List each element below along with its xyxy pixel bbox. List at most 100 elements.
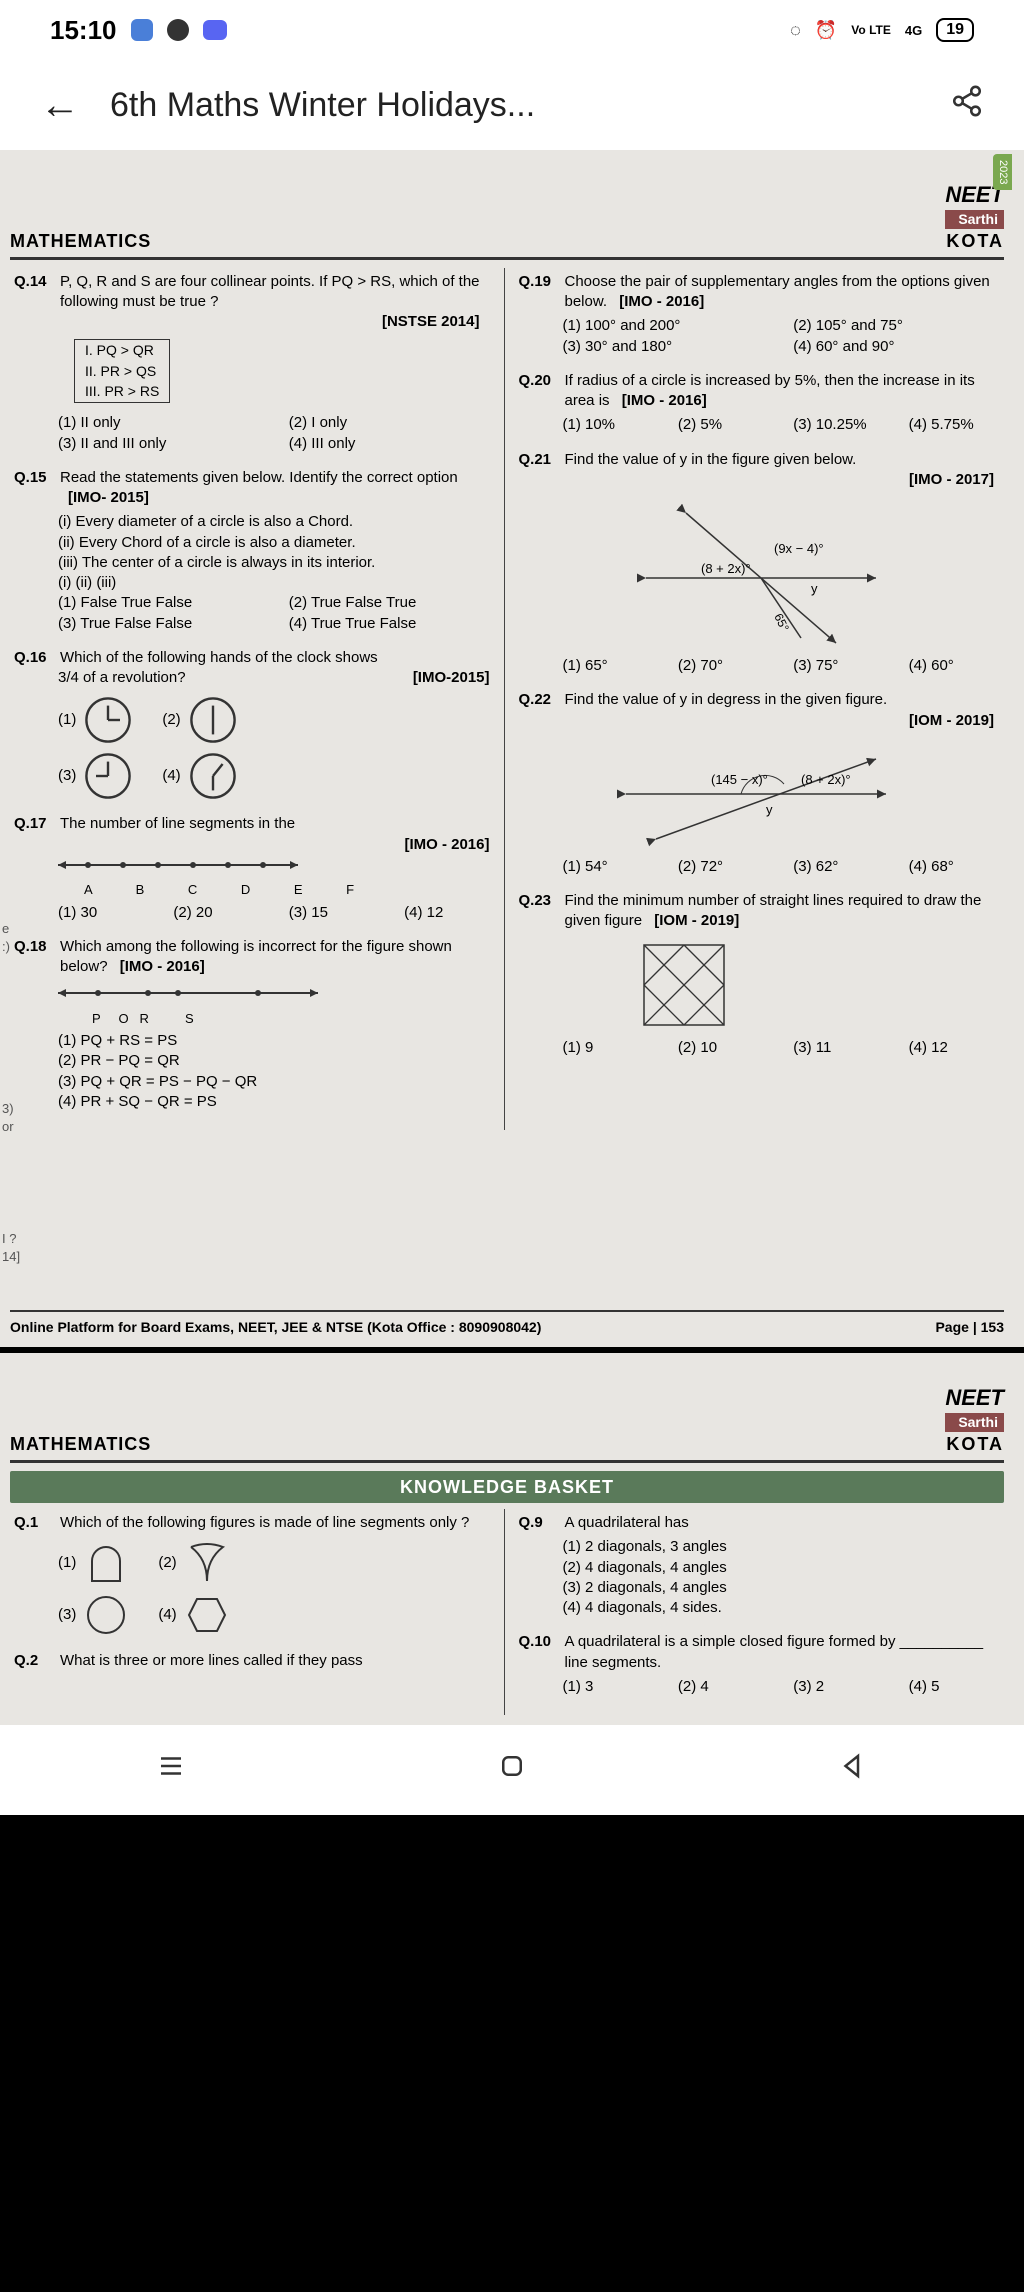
- clock-icon: [84, 752, 132, 800]
- option: (4) 5.75%: [909, 415, 994, 435]
- q-tag: [NSTSE 2014]: [382, 313, 480, 330]
- brand-neet: NEET: [945, 1383, 1004, 1413]
- q-number: Q.17: [14, 814, 52, 834]
- back-icon[interactable]: [838, 1751, 868, 1789]
- back-arrow-icon[interactable]: ←: [40, 83, 80, 128]
- question-2: Q.2 What is three or more lines called i…: [14, 1651, 490, 1671]
- question-9: Q.9 A quadrilateral has (1) 2 diagonals,…: [519, 1513, 995, 1618]
- statement: (ii) Every Chord of a circle is also a d…: [58, 533, 490, 553]
- edge-text: :): [2, 938, 10, 956]
- edge-text: I ?: [2, 1230, 16, 1248]
- angle-label: y: [811, 581, 818, 596]
- option: (1) PQ + RS = PS: [58, 1031, 490, 1051]
- option: (2) 20: [173, 903, 258, 923]
- option: (3): [58, 1605, 76, 1625]
- option: (2) PR − PQ = QR: [58, 1051, 490, 1071]
- q-text: The number of line segments in the: [60, 814, 490, 834]
- box-line: III. PR > RS: [75, 381, 169, 402]
- brand-box: NEET Sarthi KOTA: [945, 180, 1004, 253]
- option: (3) 30° and 180°: [563, 337, 764, 357]
- option: (3) 2: [793, 1677, 878, 1697]
- home-icon[interactable]: [497, 1751, 527, 1789]
- option: (2) 4 diagonals, 4 angles: [563, 1558, 995, 1578]
- question-1: Q.1 Which of the following figures is ma…: [14, 1513, 490, 1637]
- q-text: A quadrilateral is a simple closed figur…: [565, 1632, 995, 1673]
- footer-left: Online Platform for Board Exams, NEET, J…: [10, 1318, 541, 1337]
- question-17: Q.17 The number of line segments in the …: [14, 814, 490, 923]
- option: (2) 72°: [678, 857, 763, 877]
- line-segment-figure: [58, 983, 318, 1003]
- q-text: P, Q, R and S are four collinear points.…: [60, 272, 490, 313]
- angle-label: (8 + 2x)°: [701, 561, 751, 576]
- circle-shape-icon: [84, 1593, 128, 1637]
- question-19: Q.19 Choose the pair of supplementary an…: [519, 272, 995, 357]
- edge-text: 3): [2, 1100, 14, 1118]
- q-number: Q.16: [14, 648, 52, 668]
- q-text: What is three or more lines called if th…: [60, 1651, 490, 1671]
- angle-label: (145 − x)°: [711, 772, 768, 787]
- statement: (i) Every diameter of a circle is also a…: [58, 512, 490, 532]
- q-tag: [IOM - 2019]: [909, 712, 994, 729]
- q-text: Read the statements given below. Identif…: [60, 469, 458, 486]
- option: (2) 10: [678, 1038, 763, 1058]
- q-number: Q.22: [519, 690, 557, 710]
- share-icon[interactable]: [950, 84, 984, 127]
- menu-icon[interactable]: [156, 1751, 186, 1789]
- chrome-icon: [167, 19, 189, 41]
- option: (3) 11: [793, 1038, 878, 1058]
- question-22: Q.22 Find the value of y in degress in t…: [519, 690, 995, 877]
- app-dot-icon: [131, 19, 153, 41]
- option: (2) 70°: [678, 656, 763, 676]
- footer-right: Page | 153: [935, 1318, 1004, 1337]
- subject-title: MATHEMATICS: [10, 1432, 151, 1456]
- option: (4) 68°: [909, 857, 994, 877]
- square-figure: [639, 940, 729, 1030]
- q-tag: [IMO - 2016]: [120, 958, 205, 975]
- brand-sarthi: Sarthi: [945, 210, 1004, 229]
- option: (3) 15: [289, 903, 374, 923]
- arch-shape-icon: [84, 1541, 128, 1585]
- subject-title: MATHEMATICS: [10, 229, 151, 253]
- option: (3) 2 diagonals, 4 angles: [563, 1578, 995, 1598]
- edge-text: 14]: [2, 1248, 20, 1266]
- option: (1) 30: [58, 903, 143, 923]
- angle-figure: (145 − x)° (8 + 2x)° y: [616, 739, 896, 849]
- battery-indicator: 19: [936, 18, 974, 42]
- right-column: Q.9 A quadrilateral has (1) 2 diagonals,…: [505, 1509, 1005, 1715]
- statement-box: I. PQ > QR II. PR > QS III. PR > RS: [74, 339, 170, 404]
- q-tag: [IOM - 2019]: [654, 912, 739, 929]
- q-tag: [IMO-2015]: [413, 668, 490, 688]
- option: (1) 54°: [563, 857, 648, 877]
- q-number: Q.18: [14, 937, 52, 978]
- clock-icon: [189, 696, 237, 744]
- question-15: Q.15 Read the statements given below. Id…: [14, 468, 490, 634]
- worksheet-page-2: MATHEMATICS NEET Sarthi KOTA KNOWLEDGE B…: [0, 1347, 1024, 1725]
- brand-sarthi: Sarthi: [945, 1413, 1004, 1432]
- point-labels: P O R S: [92, 1010, 490, 1028]
- q-number: Q.23: [519, 891, 557, 932]
- status-time: 15:10: [50, 15, 117, 46]
- option: (1) 65°: [563, 656, 648, 676]
- q-text-2: 3/4 of a revolution?: [58, 668, 186, 688]
- q-text: A quadrilateral has: [565, 1513, 995, 1533]
- option: (3): [58, 766, 76, 786]
- option: (1) 100° and 200°: [563, 316, 764, 336]
- page-footer: Online Platform for Board Exams, NEET, J…: [10, 1310, 1004, 1337]
- option: (1) 10%: [563, 415, 648, 435]
- option: (2): [158, 1553, 176, 1573]
- worksheet-page-1: 2023 e :) 3) or I ? 14] 42) MATHEMATICS …: [0, 150, 1024, 1347]
- q-text: Find the value of y in degress in the gi…: [565, 690, 995, 710]
- option: (2) 5%: [678, 415, 763, 435]
- box-line: I. PQ > QR: [75, 340, 169, 361]
- line-segment-figure: [58, 855, 298, 875]
- q-text: Which of the following hands of the cloc…: [60, 648, 490, 668]
- q-number: Q.9: [519, 1513, 557, 1533]
- knowledge-banner: KNOWLEDGE BASKET: [10, 1471, 1004, 1503]
- option: (1) 2 diagonals, 3 angles: [563, 1537, 995, 1557]
- option: (4) 12: [909, 1038, 994, 1058]
- option: (3) II and III only: [58, 434, 259, 454]
- q-text: Which of the following figures is made o…: [60, 1513, 490, 1533]
- angle-figure: (8 + 2x)° (9x − 4)° 65° y: [626, 498, 886, 648]
- option: (2) I only: [289, 413, 490, 433]
- option: (3) PQ + QR = PS − PQ − QR: [58, 1072, 490, 1092]
